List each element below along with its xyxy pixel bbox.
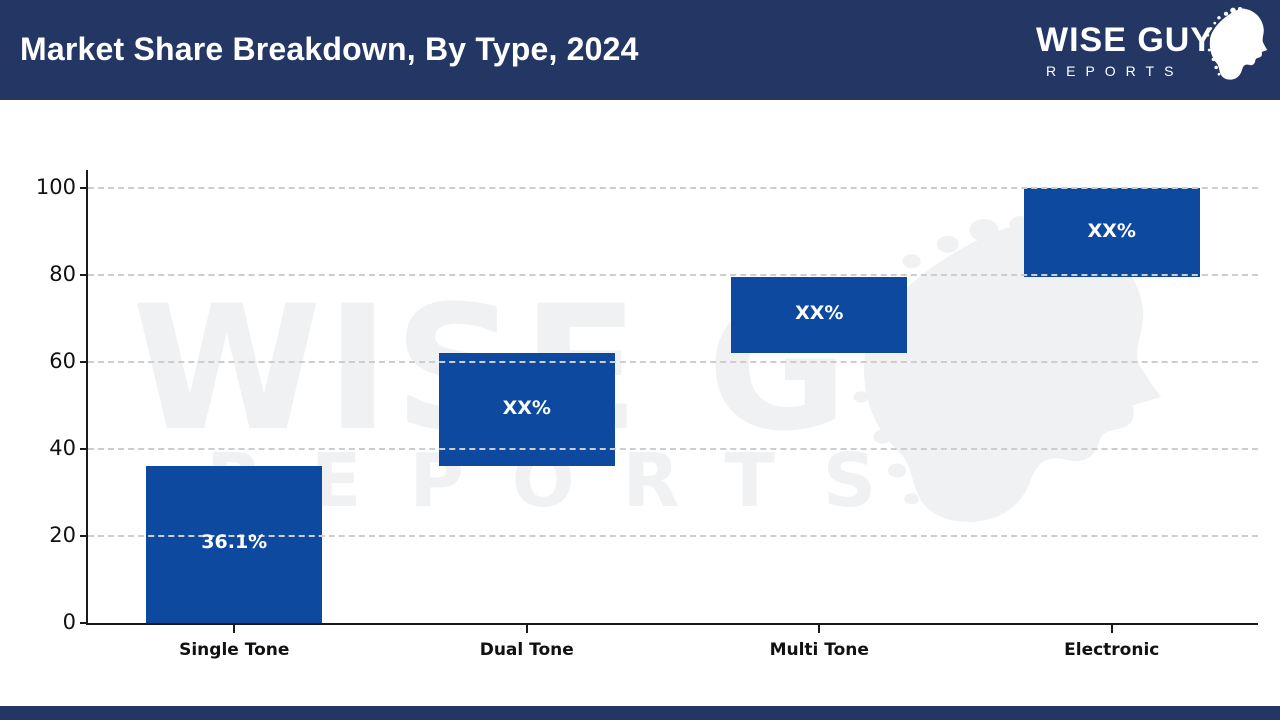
y-gridline-100 [88,187,1258,189]
footer-bar [0,706,1280,720]
category-label-multi-tone: Multi Tone [769,640,869,660]
y-gridline-60 [88,361,1258,363]
y-tick-label-20: 20 [49,523,76,547]
wiseguy-logo: WISE GUY REPORTS [1030,4,1268,96]
category-label-electronic: Electronic [1064,640,1160,660]
y-gridline-40 [88,448,1258,450]
category-label-single-tone: Single Tone [179,640,290,660]
bar-single-tone [146,465,323,623]
x-tick-multi-tone [818,625,821,633]
y-tick-label-60: 60 [49,349,76,373]
bar-value-label-single-tone: 36.1% [201,531,268,554]
bar-value-label-dual-tone: XX% [502,396,551,419]
y-tick-0 [80,622,88,624]
logo-head-icon [1206,7,1268,80]
x-tick-dual-tone [525,625,528,633]
y-tick-label-80: 80 [49,262,76,286]
y-gridline-80 [88,274,1258,276]
y-tick-20 [80,535,88,537]
y-tick-label-100: 100 [35,175,76,199]
logo-subtext: REPORTS [1046,63,1184,79]
y-tick-40 [80,448,88,450]
watermark-head-icon [846,216,1162,522]
y-tick-label-0: 0 [62,610,76,634]
category-label-dual-tone: Dual Tone [479,640,574,660]
bar-electronic [1023,188,1200,278]
y-tick-60 [80,361,88,363]
x-tick-electronic [1110,625,1113,633]
header-bar: Market Share Breakdown, By Type, 2024 WI… [0,0,1280,100]
page-title: Market Share Breakdown, By Type, 2024 [20,30,639,67]
y-axis [86,170,88,625]
bar-value-label-multi-tone: XX% [795,302,844,325]
y-tick-label-40: 40 [49,436,76,460]
y-tick-100 [80,187,88,189]
bar-multi-tone [731,277,908,354]
bar-dual-tone [438,353,615,466]
x-axis [86,623,1258,625]
y-gridline-20 [88,535,1258,537]
bar-value-label-electronic: XX% [1087,219,1136,242]
y-tick-80 [80,274,88,276]
logo-wordmark: WISE GUY [1036,21,1215,59]
x-tick-single-tone [233,625,236,633]
